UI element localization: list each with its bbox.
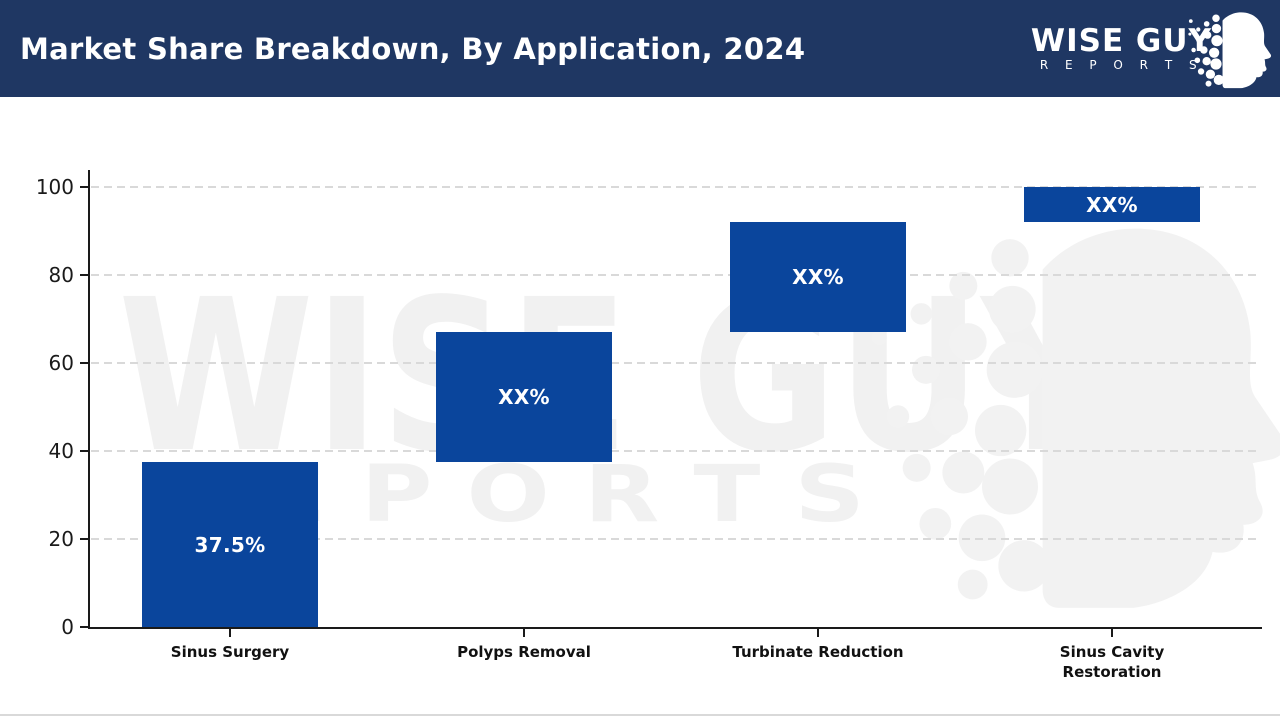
x-tick-mark-0 bbox=[229, 629, 231, 637]
x-category-label: Sinus Cavity Restoration bbox=[1059, 643, 1165, 681]
x-category-label: Turbinate Reduction bbox=[732, 643, 904, 661]
y-tick-mark-80 bbox=[80, 274, 88, 276]
y-tick-mark-0 bbox=[80, 626, 88, 628]
gridline-40 bbox=[91, 450, 1260, 452]
y-tick-label: 100 bbox=[35, 175, 74, 199]
bar-0: 37.5% bbox=[142, 462, 318, 627]
y-tick-mark-100 bbox=[80, 186, 88, 188]
brand-logo: WISE GUY R E P O R T S bbox=[1031, 0, 1272, 97]
x-tick-mark-3 bbox=[1111, 629, 1113, 637]
bar-2: XX% bbox=[730, 222, 906, 333]
bar-value-label: XX% bbox=[498, 385, 550, 410]
gridline-100 bbox=[91, 186, 1260, 188]
x-category-label: Sinus Surgery bbox=[170, 643, 290, 661]
logo-wordmark-block: WISE GUY R E P O R T S bbox=[1031, 25, 1212, 72]
y-tick-label: 20 bbox=[48, 527, 74, 551]
logo-subtext: R E P O R T S bbox=[1039, 58, 1204, 72]
gridline-20 bbox=[91, 538, 1260, 540]
y-tick-label: 40 bbox=[48, 439, 74, 463]
x-axis bbox=[88, 627, 1262, 629]
logo-wordmark: WISE GUY bbox=[1030, 23, 1212, 59]
bar-3: XX% bbox=[1024, 187, 1200, 223]
y-tick-label: 60 bbox=[48, 351, 74, 375]
bar-value-label: XX% bbox=[792, 265, 844, 290]
y-tick-label: 80 bbox=[48, 263, 74, 287]
bottom-border bbox=[0, 714, 1280, 716]
y-tick-mark-20 bbox=[80, 538, 88, 540]
y-tick-label: 0 bbox=[61, 615, 74, 639]
gridline-80 bbox=[91, 274, 1260, 276]
y-tick-mark-60 bbox=[80, 362, 88, 364]
x-category-label: Polyps Removal bbox=[457, 643, 591, 661]
bar-value-label: 37.5% bbox=[194, 532, 266, 557]
chart-title: Market Share Breakdown, By Application, … bbox=[20, 31, 806, 66]
bar-1: XX% bbox=[436, 332, 612, 462]
gridline-60 bbox=[91, 362, 1260, 364]
header-bar: Market Share Breakdown, By Application, … bbox=[0, 0, 1280, 97]
y-tick-mark-40 bbox=[80, 450, 88, 452]
x-tick-mark-1 bbox=[523, 629, 525, 637]
bar-value-label: XX% bbox=[1086, 192, 1138, 217]
y-axis bbox=[88, 170, 90, 629]
x-tick-mark-2 bbox=[817, 629, 819, 637]
